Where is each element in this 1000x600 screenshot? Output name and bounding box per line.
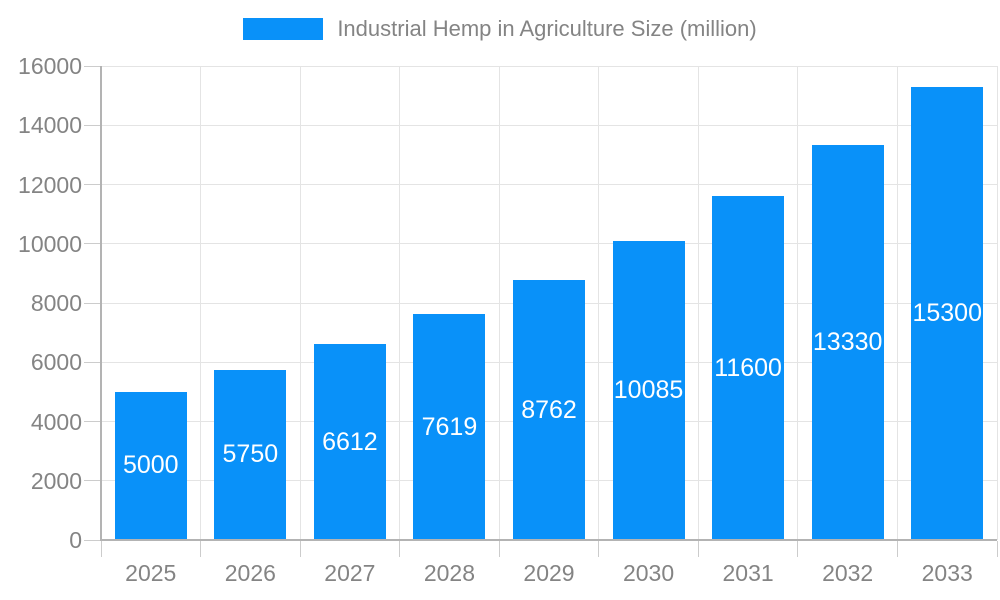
x-tick-label: 2026 bbox=[224, 560, 276, 586]
bar bbox=[911, 86, 984, 540]
x-axis-tick bbox=[299, 541, 301, 557]
x-axis-tick bbox=[100, 541, 102, 557]
y-axis-tick bbox=[84, 65, 101, 67]
x-gridline bbox=[996, 66, 998, 540]
bar-value-label: 7619 bbox=[421, 412, 478, 441]
x-axis-tick bbox=[498, 541, 500, 557]
legend-label: Industrial Hemp in Agriculture Size (mil… bbox=[337, 16, 757, 41]
x-axis-tick bbox=[598, 541, 600, 557]
y-tick-label: 16000 bbox=[18, 53, 82, 79]
bar-value-label: 13330 bbox=[812, 328, 883, 357]
x-tick-label: 2025 bbox=[125, 560, 177, 586]
bar bbox=[811, 145, 884, 540]
bar bbox=[513, 280, 585, 540]
x-gridline bbox=[299, 66, 301, 540]
bar bbox=[114, 391, 187, 540]
x-axis-line bbox=[101, 539, 997, 541]
legend-swatch-icon bbox=[243, 18, 324, 40]
y-axis-tick bbox=[84, 480, 101, 482]
x-axis-tick bbox=[697, 541, 699, 557]
x-tick-label: 2028 bbox=[423, 560, 476, 586]
y-tick-label: 0 bbox=[69, 527, 82, 553]
bar-value-label: 5000 bbox=[122, 451, 179, 480]
y-gridline bbox=[101, 124, 997, 126]
x-tick-label: 2029 bbox=[523, 560, 575, 586]
x-gridline bbox=[896, 66, 898, 540]
y-axis-tick bbox=[84, 184, 101, 185]
x-gridline bbox=[498, 66, 500, 540]
bar-value-label: 6612 bbox=[322, 427, 378, 456]
y-gridline bbox=[101, 184, 997, 185]
x-tick-label: 2027 bbox=[324, 560, 376, 586]
x-tick-label: 2030 bbox=[622, 560, 675, 586]
x-gridline bbox=[200, 66, 202, 540]
bar bbox=[214, 369, 287, 540]
x-axis-tick bbox=[399, 541, 401, 557]
y-axis-line bbox=[100, 66, 102, 541]
x-gridline bbox=[697, 66, 699, 540]
bar-value-label: 15300 bbox=[912, 298, 982, 327]
bar bbox=[313, 344, 386, 540]
y-axis-tick bbox=[84, 124, 101, 126]
x-gridline bbox=[797, 66, 799, 540]
bar-value-label: 8762 bbox=[521, 395, 577, 424]
y-tick-label: 12000 bbox=[18, 171, 82, 198]
x-axis-tick bbox=[797, 541, 799, 557]
bar-value-label: 10085 bbox=[613, 376, 684, 405]
y-tick-label: 6000 bbox=[30, 349, 82, 376]
x-axis-tick bbox=[996, 541, 998, 557]
y-axis-tick bbox=[84, 539, 101, 541]
x-gridline bbox=[598, 66, 600, 540]
x-axis-tick bbox=[896, 541, 898, 557]
x-tick-label: 2031 bbox=[722, 560, 774, 586]
y-tick-label: 14000 bbox=[18, 112, 82, 139]
y-tick-label: 10000 bbox=[18, 230, 82, 257]
y-tick-label: 8000 bbox=[30, 290, 82, 316]
x-gridline bbox=[399, 66, 401, 540]
chart-legend[interactable]: Industrial Hemp in Agriculture Size (mil… bbox=[0, 15, 1000, 43]
y-tick-label: 2000 bbox=[30, 467, 82, 494]
bar-value-label: 11600 bbox=[714, 353, 782, 382]
bar bbox=[413, 314, 486, 540]
x-tick-label: 2032 bbox=[822, 560, 874, 586]
y-gridline bbox=[101, 65, 997, 67]
x-axis-tick bbox=[200, 541, 202, 557]
y-axis-tick bbox=[84, 302, 101, 304]
y-axis-tick bbox=[84, 243, 101, 245]
y-axis-tick bbox=[84, 361, 101, 363]
bar-value-label: 5750 bbox=[222, 440, 279, 469]
x-tick-label: 2033 bbox=[921, 560, 973, 586]
y-axis-tick bbox=[84, 421, 101, 422]
bar bbox=[712, 196, 785, 540]
bar bbox=[612, 241, 685, 540]
y-gridline bbox=[101, 243, 997, 245]
y-tick-label: 4000 bbox=[30, 408, 82, 435]
